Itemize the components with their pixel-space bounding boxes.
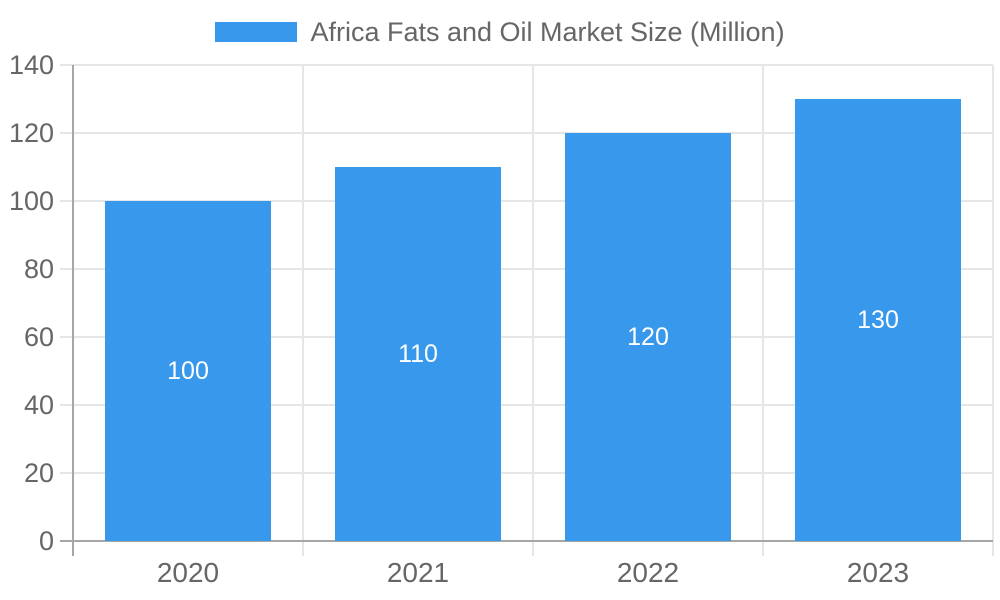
- y-tick-label: 60: [23, 322, 54, 352]
- y-tick-label: 100: [8, 186, 54, 216]
- gridline-vertical: [992, 65, 994, 556]
- y-tick-label: 140: [8, 50, 54, 80]
- gridline-vertical: [302, 65, 304, 556]
- plot-area: 0 20 40 60 80 100 120 140 100 2020 110 2021 120 2022 1…: [9, 50, 994, 588]
- bar-2021[interactable]: 110: [335, 167, 501, 541]
- gridline-horizontal: [60, 472, 993, 474]
- y-tick-label: 80: [23, 254, 54, 284]
- legend-label: Africa Fats and Oil Market Size (Million…: [310, 17, 785, 47]
- gridline-vertical: [762, 65, 764, 556]
- y-tick-label: 20: [23, 458, 54, 488]
- y-tick-label: 120: [8, 118, 54, 148]
- gridline-horizontal: [60, 336, 993, 338]
- y-tick-label: 40: [23, 390, 54, 420]
- x-tick-label: 2023: [846, 557, 910, 588]
- bar-value-label: 110: [398, 340, 438, 368]
- x-tick-label: 2021: [386, 557, 450, 588]
- y-tick-label: 0: [38, 526, 54, 556]
- gridline-horizontal: [60, 200, 993, 202]
- legend-swatch: [215, 22, 298, 42]
- bar-2023[interactable]: 130: [795, 99, 961, 541]
- gridline-horizontal: [60, 132, 993, 134]
- bar-value-label: 120: [627, 323, 669, 351]
- gridline-horizontal: [60, 64, 993, 66]
- legend[interactable]: Africa Fats and Oil Market Size (Million…: [0, 17, 1000, 47]
- bar-value-label: 130: [857, 306, 899, 334]
- x-tick-label: 2022: [616, 557, 680, 588]
- gridline-horizontal: [60, 268, 993, 270]
- x-axis-line: [60, 540, 993, 542]
- bar-2022[interactable]: 120: [565, 133, 731, 541]
- gridline-horizontal: [60, 404, 993, 406]
- x-tick-label: 2020: [156, 557, 220, 588]
- y-axis-line: [72, 65, 74, 556]
- bar-value-label: 100: [167, 357, 209, 385]
- bar-2020[interactable]: 100: [105, 201, 271, 541]
- gridline-vertical: [532, 65, 534, 556]
